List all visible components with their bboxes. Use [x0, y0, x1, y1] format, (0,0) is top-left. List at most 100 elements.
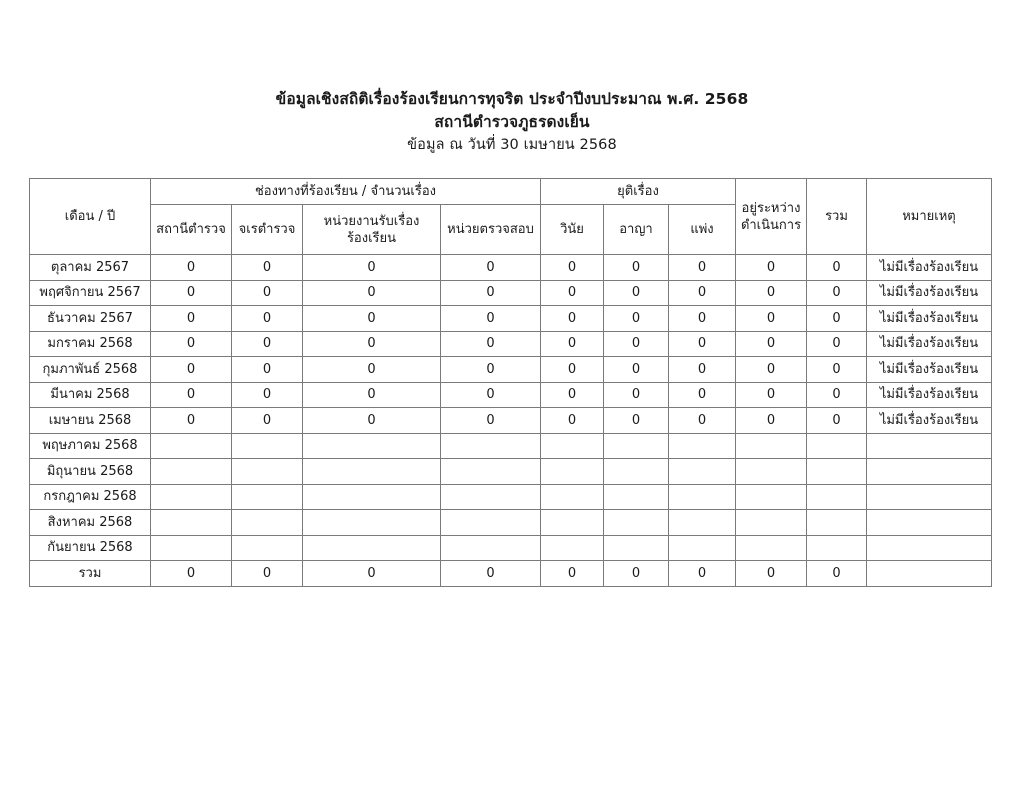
cell-value [668, 483, 736, 510]
column-header-in-progress-line1: อยู่ระหว่าง [741, 200, 801, 216]
cell-value [735, 509, 807, 536]
cell-value: 0 [668, 560, 736, 587]
cell-value: 0 [231, 407, 303, 434]
cell-value [440, 534, 541, 561]
cell-value: 0 [603, 381, 669, 408]
cell-value: 0 [806, 560, 867, 587]
cell-value: 0 [603, 305, 669, 332]
cell-month: กุมภาพันธ์ 2568 [29, 356, 151, 383]
cell-value: 0 [302, 407, 441, 434]
column-header-civil: แพ่ง [668, 204, 736, 255]
cell-value [440, 509, 541, 536]
page-subtitle-organization: สถานีตำรวจภูธรดงเย็น [434, 113, 590, 131]
cell-value: 0 [806, 279, 867, 306]
table-row: กุมภาพันธ์ 2568 0 0 0 0 0 0 0 0 0 ไม่มีเรื่องร้องเ… [29, 356, 992, 383]
cell-value [806, 483, 867, 510]
cell-value: 0 [440, 407, 541, 434]
cell-value [735, 534, 807, 561]
cell-remark: ไม่มีเรื่องร้องเรียน [866, 356, 992, 383]
cell-month: รวม [29, 560, 151, 587]
cell-value: 0 [806, 305, 867, 332]
cell-value: 0 [735, 381, 807, 408]
table-row: สิงหาคม 2568 [29, 509, 992, 536]
column-header-month-year: เดือน / ปี [29, 178, 151, 255]
cell-value [302, 509, 441, 536]
cell-value: 0 [735, 305, 807, 332]
cell-value: 0 [806, 407, 867, 434]
cell-value: 0 [735, 279, 807, 306]
table-body: ตุลาคม 2567 0 0 0 0 0 0 0 0 0 ไม่มีเรื่องร้องเรียน… [29, 254, 992, 587]
cell-value [668, 534, 736, 561]
cell-value: 0 [150, 381, 232, 408]
column-group-header-channels: ช่องทางที่ร้องเรียน / จำนวนเรื่อง [150, 178, 541, 205]
cell-value: 0 [231, 254, 303, 281]
cell-value [231, 483, 303, 510]
column-header-in-progress: อยู่ระหว่าง ดำเนินการ [735, 178, 807, 255]
cell-value: 0 [806, 356, 867, 383]
cell-value: 0 [302, 254, 441, 281]
cell-value [231, 458, 303, 485]
cell-month: เมษายน 2568 [29, 407, 151, 434]
table-row: กันยายน 2568 [29, 534, 992, 561]
cell-value: 0 [668, 381, 736, 408]
cell-value: 0 [735, 407, 807, 434]
cell-month: มิถุนายน 2568 [29, 458, 151, 485]
column-header-complaint-agency: หน่วยงานรับเรื่อง ร้องเรียน [302, 204, 441, 255]
page-title: ข้อมูลเชิงสถิติเรื่องร้องเรียนการทุจริต … [275, 90, 749, 108]
cell-value: 0 [540, 407, 604, 434]
cell-value [231, 432, 303, 459]
column-header-criminal: อาญา [603, 204, 669, 255]
cell-value: 0 [231, 356, 303, 383]
cell-remark: ไม่มีเรื่องร้องเรียน [866, 254, 992, 281]
cell-value [150, 534, 232, 561]
table-row: พฤษภาคม 2568 [29, 432, 992, 459]
cell-value: 0 [540, 356, 604, 383]
table-row: มิถุนายน 2568 [29, 458, 992, 485]
cell-value [806, 534, 867, 561]
cell-value: 0 [231, 381, 303, 408]
cell-value [806, 458, 867, 485]
cell-value [540, 534, 604, 561]
cell-value: 0 [540, 381, 604, 408]
cell-remark [866, 432, 992, 459]
column-header-remark: หมายเหตุ [866, 178, 992, 255]
cell-value: 0 [603, 330, 669, 357]
cell-value [735, 432, 807, 459]
cell-value [440, 432, 541, 459]
cell-value: 0 [603, 407, 669, 434]
cell-remark [866, 509, 992, 536]
column-group-header-closed: ยุติเรื่อง [540, 178, 736, 205]
table-row: ธันวาคม 2567 0 0 0 0 0 0 0 0 0 ไม่มีเรื่องร้องเรีย… [29, 305, 992, 332]
cell-month: พฤศจิกายน 2567 [29, 279, 151, 306]
cell-value [231, 509, 303, 536]
cell-month: กันยายน 2568 [29, 534, 151, 561]
cell-value [440, 458, 541, 485]
cell-value [735, 483, 807, 510]
cell-value [668, 432, 736, 459]
cell-month: พฤษภาคม 2568 [29, 432, 151, 459]
cell-remark: ไม่มีเรื่องร้องเรียน [866, 381, 992, 408]
cell-value: 0 [806, 254, 867, 281]
cell-value: 0 [150, 356, 232, 383]
cell-month: กรกฎาคม 2568 [29, 483, 151, 510]
table-row: รวม 0 0 0 0 0 0 0 0 0 [29, 560, 992, 587]
cell-value: 0 [150, 254, 232, 281]
table-row: มีนาคม 2568 0 0 0 0 0 0 0 0 0 ไม่มีเรื่องร้องเรียน [29, 381, 992, 408]
cell-value: 0 [440, 560, 541, 587]
cell-value: 0 [231, 330, 303, 357]
cell-remark [866, 483, 992, 510]
cell-value: 0 [150, 560, 232, 587]
cell-value [540, 483, 604, 510]
cell-value: 0 [735, 356, 807, 383]
column-header-police-station: สถานีตำรวจ [150, 204, 232, 255]
cell-value: 0 [302, 560, 441, 587]
cell-value [603, 509, 669, 536]
cell-value [231, 534, 303, 561]
cell-value [603, 432, 669, 459]
cell-value [603, 483, 669, 510]
cell-value: 0 [440, 305, 541, 332]
cell-value: 0 [668, 407, 736, 434]
cell-value: 0 [668, 279, 736, 306]
cell-value: 0 [440, 279, 541, 306]
column-header-total: รวม [806, 178, 867, 255]
